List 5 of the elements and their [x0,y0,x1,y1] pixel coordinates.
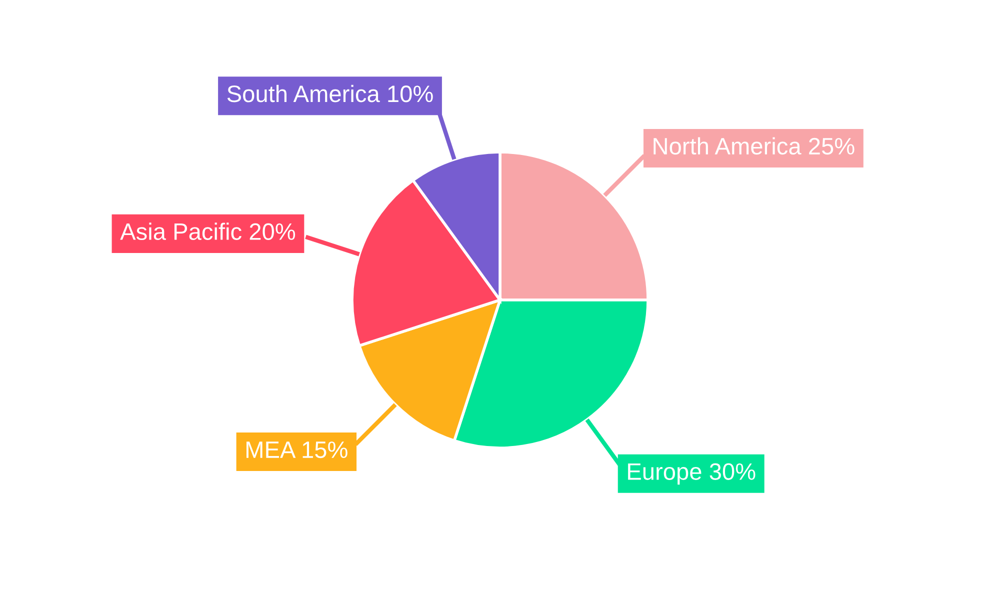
slice-label: Asia Pacific 20% [120,222,296,240]
slice-label: South America 10% [227,84,433,102]
slice-label: North America 25% [654,137,854,155]
slice-label: MEA 15% [246,441,348,458]
slice-label: Europe 30% [628,463,756,485]
